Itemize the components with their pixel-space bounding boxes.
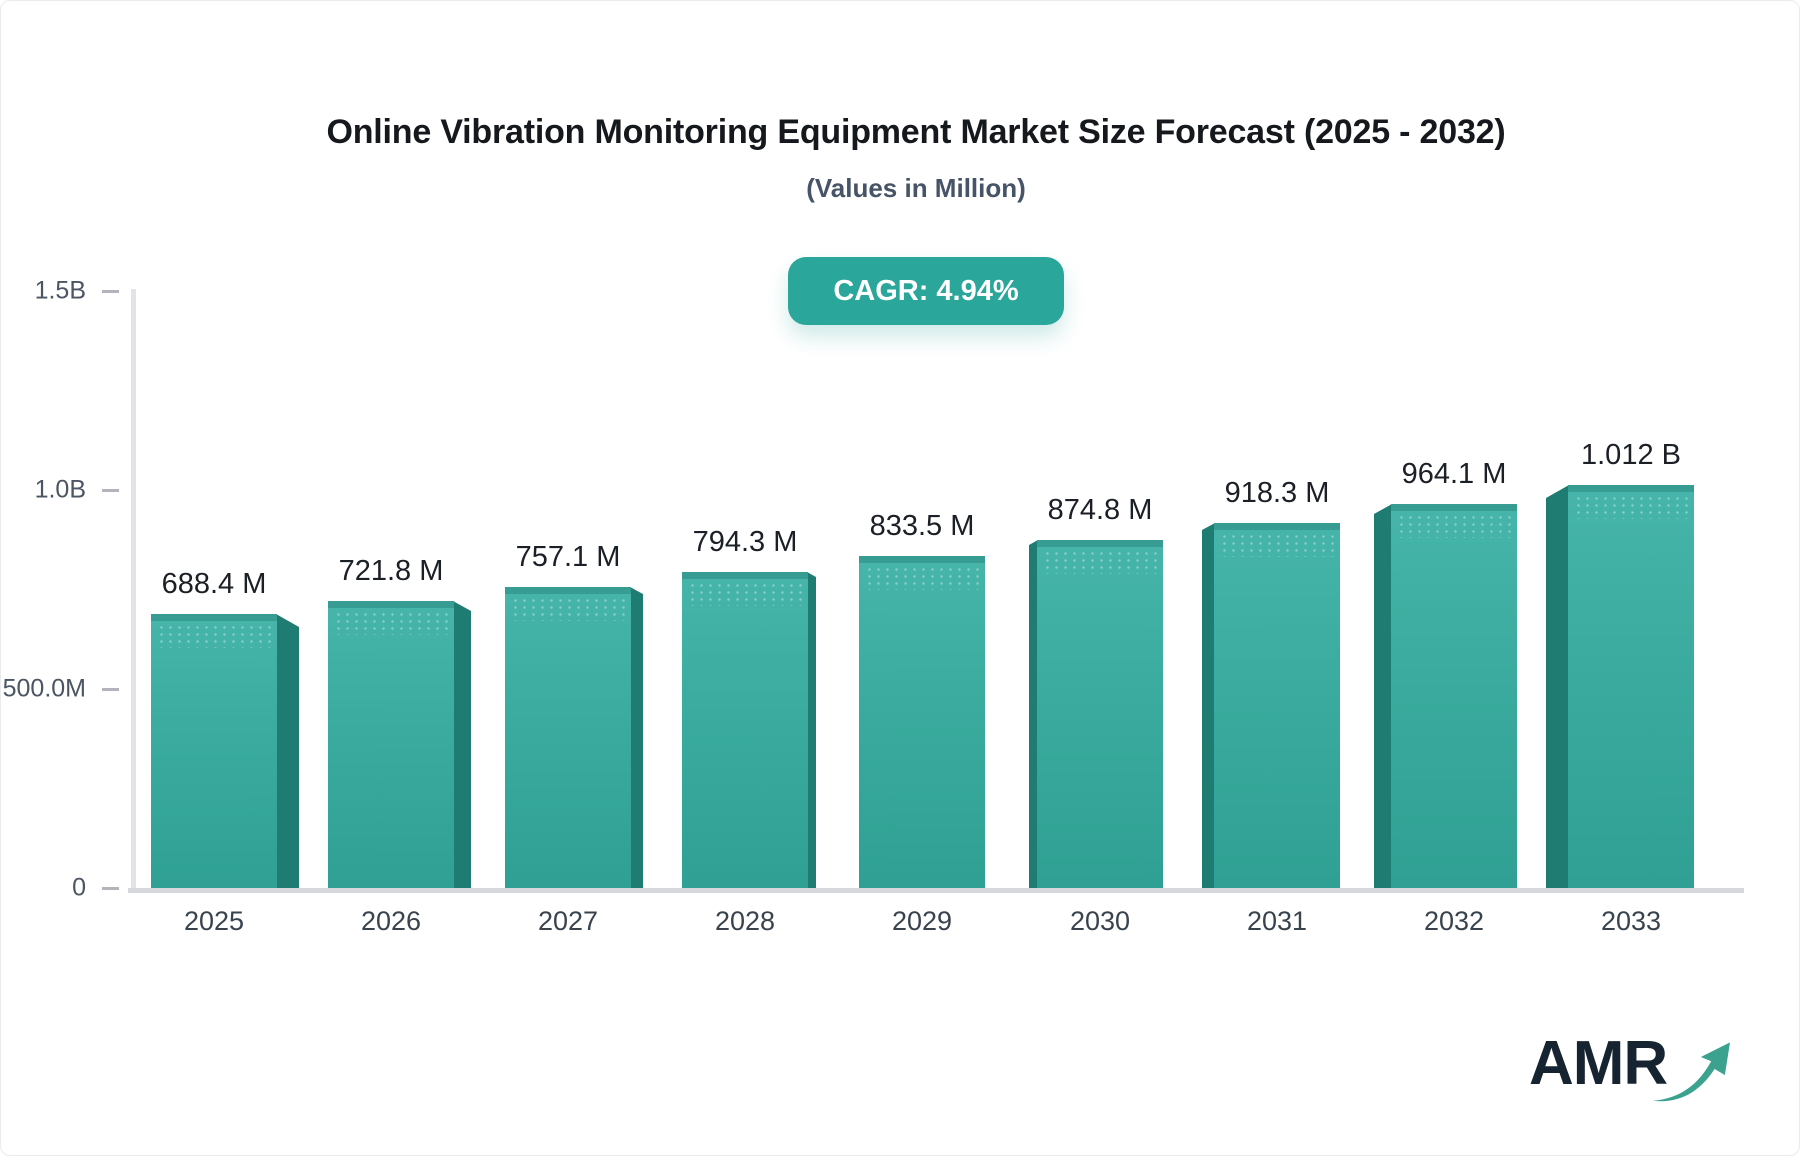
bar-side-face — [1029, 540, 1038, 892]
x-tick-label: 2027 — [537, 906, 599, 936]
x-tick-label: 2029 — [891, 906, 953, 936]
x-tick-label: 2031 — [1246, 906, 1308, 936]
bar-side-face — [276, 614, 299, 892]
bar-2031 — [1214, 523, 1340, 888]
bar-side-face — [1546, 485, 1569, 892]
y-tick-label: 500.0M — [2, 674, 86, 703]
x-tick-label: 2025 — [183, 906, 245, 936]
x-axis-line — [128, 888, 1744, 893]
chart-subtitle: (Values in Million) — [806, 173, 1026, 203]
cagr-badge: CAGR: 4.94% — [788, 257, 1064, 325]
y-tick-label: 1.0B — [34, 475, 86, 504]
bar-value-label: 794.3 M — [692, 526, 798, 558]
bar-value-label: 964.1 M — [1401, 458, 1507, 490]
bar-dot-texture — [1574, 495, 1688, 519]
chart-title: Online Vibration Monitoring Equipment Ma… — [326, 113, 1506, 151]
bar-side-face — [1202, 523, 1215, 892]
y-tick-label: 0 — [72, 873, 86, 902]
bar-top-edge — [1214, 523, 1340, 530]
bar-dot-texture — [1220, 533, 1334, 557]
bar-2027 — [505, 587, 631, 888]
growth-arrow-icon — [1653, 1042, 1731, 1102]
bar-2030 — [1037, 540, 1163, 888]
bar-dot-texture — [334, 611, 448, 635]
amr-logo: AMR — [1529, 1033, 1737, 1111]
bar-2026 — [328, 601, 454, 888]
bar-side-face — [1374, 504, 1392, 892]
bar-dot-texture — [157, 624, 271, 648]
bar-value-label: 833.5 M — [869, 510, 975, 542]
y-tick-label: 1.5B — [34, 276, 86, 305]
bar-top-edge — [1037, 540, 1163, 547]
bar-side-face — [453, 601, 471, 892]
x-tick-label: 2032 — [1423, 906, 1485, 936]
bar-value-label: 1.012 B — [1581, 439, 1681, 471]
x-tick-label: 2028 — [714, 906, 776, 936]
bar-top-edge — [328, 601, 454, 608]
bar-top-edge — [1568, 485, 1694, 492]
bar-2029 — [859, 556, 985, 888]
bar-value-label: 721.8 M — [338, 555, 444, 587]
y-tick-dash — [102, 489, 119, 492]
bar-top-edge — [859, 556, 985, 563]
bar-top-edge — [505, 587, 631, 594]
y-tick-dash — [102, 290, 119, 293]
x-tick-label: 2026 — [360, 906, 422, 936]
bar-top-edge — [151, 614, 277, 621]
amr-logo-text: AMR — [1529, 1029, 1668, 1098]
x-tick-label: 2030 — [1069, 906, 1131, 936]
y-tick-dash — [102, 887, 119, 890]
y-tick-dash — [102, 688, 119, 691]
x-tick-label: 2033 — [1600, 906, 1662, 936]
bar-top-edge — [682, 572, 808, 579]
bar-dot-texture — [1043, 550, 1157, 574]
bar-dot-texture — [1397, 514, 1511, 538]
bar-side-face — [630, 587, 643, 892]
bar-2033 — [1568, 485, 1694, 888]
bar-2032 — [1391, 504, 1517, 888]
bar-side-face — [807, 572, 816, 892]
bar-2025 — [151, 614, 277, 888]
bar-value-label: 757.1 M — [515, 541, 621, 573]
bar-value-label: 688.4 M — [161, 568, 267, 600]
y-axis-line — [131, 289, 136, 893]
bar-top-edge — [1391, 504, 1517, 511]
bar-dot-texture — [688, 582, 802, 606]
bar-value-label: 874.8 M — [1047, 494, 1153, 526]
bar-dot-texture — [865, 566, 979, 590]
bar-dot-texture — [511, 597, 625, 621]
bar-2028 — [682, 572, 808, 888]
bar-value-label: 918.3 M — [1224, 477, 1330, 509]
